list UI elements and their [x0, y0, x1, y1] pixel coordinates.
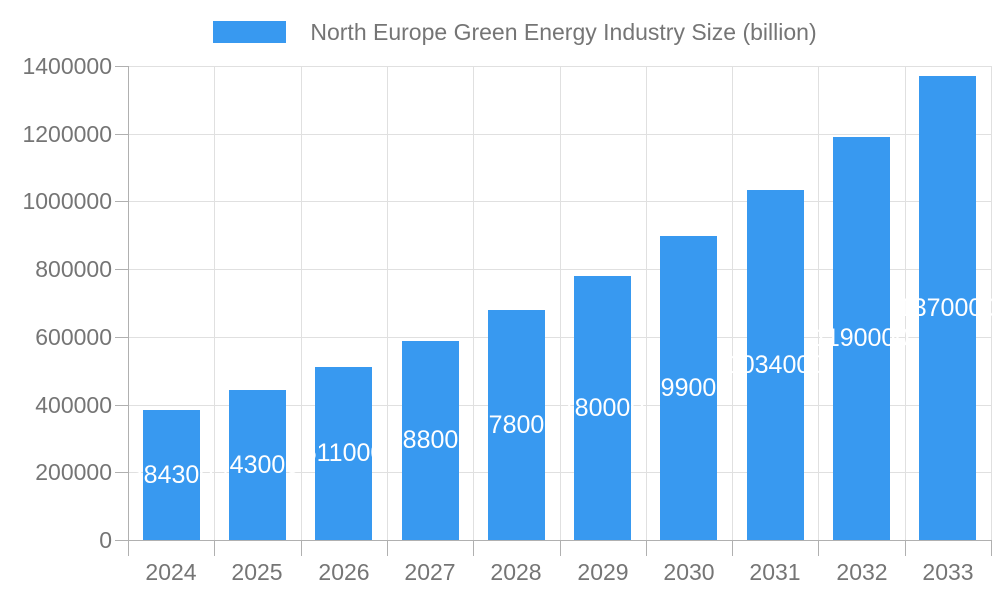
y-axis-label: 1400000 — [22, 53, 112, 79]
x-axis-tick — [818, 540, 819, 556]
x-axis-label: 2029 — [577, 559, 629, 585]
h-gridline — [128, 472, 991, 473]
x-axis-label: 2025 — [231, 559, 283, 585]
bar-value-label: 384300 — [129, 460, 214, 489]
bar-value-label: 678000 — [474, 410, 559, 439]
v-gridline — [560, 66, 561, 540]
x-axis-tick — [214, 540, 215, 556]
h-gridline — [128, 66, 991, 67]
bar: 678000 — [475, 310, 558, 540]
bar-value-label: 1190000 — [813, 324, 910, 352]
bar: 1190000 — [814, 137, 909, 540]
h-gridline — [128, 405, 991, 406]
y-axis-label: 0 — [99, 527, 112, 553]
legend-label: North Europe Green Energy Industry Size … — [310, 18, 817, 45]
bar-value-label: 780000 — [560, 393, 645, 422]
x-axis-label: 2030 — [663, 559, 715, 585]
x-axis-tick — [905, 540, 906, 556]
y-axis-label: 1200000 — [22, 121, 112, 147]
v-gridline — [387, 66, 388, 540]
y-axis-label: 400000 — [35, 392, 112, 418]
y-axis-label: 200000 — [35, 459, 112, 485]
y-axis-tick — [115, 269, 128, 270]
y-axis-tick — [115, 472, 128, 473]
bar: 1370000 — [899, 76, 996, 540]
x-axis-tick — [387, 540, 388, 556]
y-axis-line — [128, 66, 129, 556]
v-gridline — [646, 66, 647, 540]
x-axis-tick — [646, 540, 647, 556]
h-gridline — [128, 337, 991, 338]
y-axis-tick — [115, 540, 128, 541]
y-axis-label: 800000 — [35, 256, 112, 282]
x-axis-tick — [301, 540, 302, 556]
y-axis-tick — [115, 337, 128, 338]
x-axis-tick — [991, 540, 992, 556]
bar-value-label: 1370000 — [898, 293, 997, 322]
bar-value-label: 511000 — [302, 439, 385, 467]
x-axis-label: 2028 — [490, 559, 542, 585]
y-axis-label: 600000 — [35, 324, 112, 350]
x-axis-line — [128, 540, 991, 541]
bar-value-label: 1034000 — [726, 350, 825, 379]
v-gridline — [818, 66, 819, 540]
v-gridline — [732, 66, 733, 540]
h-gridline — [128, 134, 991, 135]
x-axis-label: 2026 — [318, 559, 370, 585]
v-gridline — [473, 66, 474, 540]
x-axis-label: 2024 — [145, 559, 197, 585]
bar: 780000 — [561, 276, 644, 540]
v-gridline — [905, 66, 906, 540]
legend: North Europe Green Energy Industry Size … — [0, 13, 1000, 51]
bar: 511000 — [303, 367, 384, 540]
x-axis-label: 2027 — [404, 559, 456, 585]
bar: 588000 — [389, 341, 472, 540]
x-axis-tick — [560, 540, 561, 556]
v-gridline — [214, 66, 215, 540]
y-axis-tick — [115, 134, 128, 135]
x-axis-label: 2032 — [836, 559, 888, 585]
h-gridline — [128, 201, 991, 202]
x-axis-tick — [732, 540, 733, 556]
v-gridline — [301, 66, 302, 540]
x-axis-tick — [473, 540, 474, 556]
h-gridline — [128, 269, 991, 270]
y-axis-tick — [115, 405, 128, 406]
bar-value-label: 443000 — [215, 450, 300, 479]
y-axis-tick — [115, 66, 128, 67]
legend-swatch-icon — [213, 21, 287, 43]
y-axis-label: 1000000 — [22, 188, 112, 214]
bar: 1034000 — [727, 190, 824, 540]
bar: 443000 — [216, 390, 299, 540]
bar-value-label: 899000 — [646, 373, 731, 402]
x-axis-label: 2033 — [922, 559, 974, 585]
y-axis-tick — [115, 201, 128, 202]
x-axis-label: 2031 — [749, 559, 801, 585]
bar: 899000 — [647, 236, 730, 540]
bar-value-label: 588000 — [388, 426, 473, 454]
bar: 384300 — [130, 410, 213, 540]
v-gridline — [991, 66, 992, 540]
